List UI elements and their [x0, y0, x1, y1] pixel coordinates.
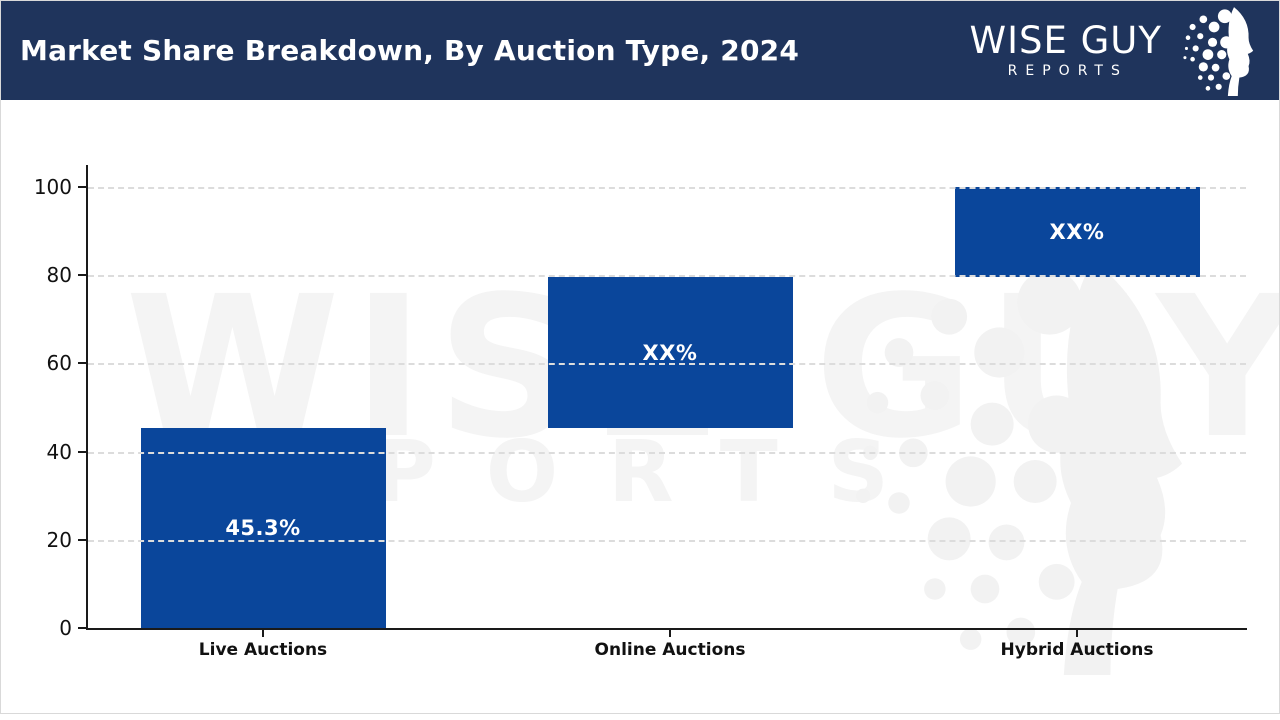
- y-tick-mark-20: [78, 538, 86, 541]
- y-tick-label-80: 80: [46, 263, 72, 288]
- x-axis-line: [86, 628, 1247, 630]
- y-tick-label-20: 20: [46, 527, 72, 552]
- x-tick-mark-2: [1076, 630, 1078, 637]
- bar-value-label: XX%: [1049, 220, 1105, 245]
- gridline-20: [88, 539, 1246, 542]
- logo-text: WISE GUY REPORTS: [970, 22, 1162, 79]
- y-tick-label-60: 60: [46, 351, 72, 376]
- header-bar: Market Share Breakdown, By Auction Type,…: [0, 0, 1280, 100]
- bar-value-label: 45.3%: [225, 516, 301, 541]
- y-tick-mark-80: [78, 274, 86, 277]
- y-tick-mark-40: [78, 450, 86, 453]
- y-axis-line: [86, 165, 88, 630]
- y-tick-mark-0: [78, 627, 86, 629]
- gridline-40: [88, 451, 1246, 454]
- y-tick-label-100: 100: [33, 175, 72, 199]
- gridline-80: [88, 275, 1246, 278]
- bar-live-auctions: 45.3%: [140, 428, 386, 628]
- y-tick-mark-60: [78, 362, 86, 365]
- y-tick-label-40: 40: [46, 439, 72, 464]
- page-title: Market Share Breakdown, By Auction Type,…: [20, 33, 800, 67]
- bar-hybrid-auctions: XX%: [954, 187, 1200, 278]
- x-category-label-live-auctions: Live Auctions: [198, 640, 328, 660]
- bar-online-auctions: XX%: [547, 277, 793, 429]
- bar-value-label: XX%: [642, 340, 698, 365]
- y-tick-mark-100: [78, 186, 86, 188]
- logo-face-icon: [1183, 7, 1254, 96]
- x-tick-mark-1: [669, 630, 671, 637]
- gridline-60: [88, 363, 1246, 366]
- x-category-label-hybrid-auctions: Hybrid Auctions: [1000, 640, 1154, 660]
- gridline-100: [88, 187, 1246, 189]
- wise-guy-reports-logo: WISE GUY REPORTS: [970, 0, 1266, 100]
- logo-reports-label: REPORTS: [1007, 62, 1128, 79]
- x-tick-mark-0: [262, 630, 264, 637]
- x-category-label-online-auctions: Online Auctions: [594, 640, 746, 660]
- y-tick-label-0: 0: [59, 616, 72, 640]
- logo-wiseguy-label: WISE GUY: [969, 18, 1162, 62]
